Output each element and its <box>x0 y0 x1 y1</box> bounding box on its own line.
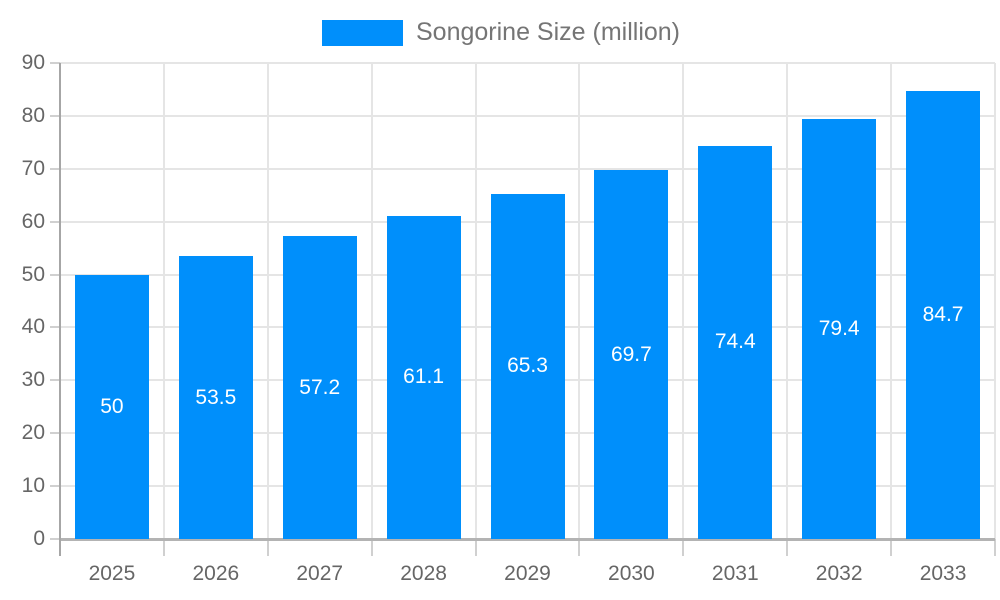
legend-label: Songorine Size (million) <box>416 18 681 46</box>
v-gridline <box>370 63 373 539</box>
bar-2029[interactable] <box>490 193 565 539</box>
h-gridline <box>60 167 995 170</box>
h-gridline <box>60 114 995 117</box>
y-axis-tick <box>50 167 60 170</box>
y-axis-tick <box>50 432 60 435</box>
legend-item[interactable]: Songorine Size (million) <box>322 18 680 47</box>
x-axis-tick <box>266 539 269 556</box>
bar-value-label: 61.1 <box>403 365 445 389</box>
y-axis-label: 60 <box>21 209 45 233</box>
x-axis-label: 2028 <box>400 562 447 585</box>
y-axis-label: 10 <box>21 474 45 498</box>
bar-value-label: 74.4 <box>714 330 756 354</box>
x-axis-label: 2026 <box>192 562 240 585</box>
v-gridline <box>578 63 581 539</box>
bar-2031[interactable] <box>698 145 773 539</box>
x-axis-tick <box>682 539 685 556</box>
y-axis-tick <box>50 379 60 382</box>
x-axis-label: 2033 <box>919 562 967 585</box>
x-axis-baseline <box>60 538 995 541</box>
y-axis-label: 70 <box>21 156 45 180</box>
y-axis-tick <box>50 485 60 488</box>
y-axis-label: 50 <box>21 262 45 286</box>
x-axis-tick <box>162 539 165 556</box>
x-axis-label: 2025 <box>88 562 136 585</box>
bar-2028[interactable] <box>386 215 461 539</box>
v-gridline <box>162 63 165 539</box>
y-axis-label: 90 <box>21 51 45 74</box>
h-gridline <box>60 62 995 64</box>
bar-value-label: 50 <box>100 394 124 418</box>
v-gridline <box>890 63 893 539</box>
bar-2027[interactable] <box>282 236 357 539</box>
v-gridline <box>266 63 269 539</box>
x-axis-label: 2030 <box>608 562 655 585</box>
y-axis-label: 40 <box>21 315 45 339</box>
x-axis-label: 2027 <box>296 562 344 585</box>
v-gridline <box>786 63 789 539</box>
x-axis-label: 2031 <box>711 562 759 585</box>
y-axis-line <box>59 63 61 556</box>
x-axis-tick <box>994 539 996 556</box>
y-axis-tick <box>50 273 60 276</box>
x-axis-tick <box>786 539 789 556</box>
bar-value-label: 53.5 <box>195 385 237 409</box>
bar-value-label: 65.3 <box>507 354 548 378</box>
bar-2032[interactable] <box>802 119 877 539</box>
bar-2033[interactable] <box>906 91 981 539</box>
y-axis-label: 30 <box>21 368 45 392</box>
x-axis-tick <box>578 539 581 556</box>
bar-value-label: 79.4 <box>818 317 860 341</box>
y-axis-label: 0 <box>33 527 45 550</box>
bar-value-label: 84.7 <box>922 303 964 326</box>
x-axis-label: 2029 <box>504 562 551 585</box>
v-gridline <box>682 63 685 539</box>
v-gridline <box>474 63 477 539</box>
legend-swatch <box>322 19 403 46</box>
y-axis-label: 80 <box>21 103 45 127</box>
bar-2026[interactable] <box>178 256 253 539</box>
x-axis-tick <box>474 539 477 556</box>
x-axis-label: 2032 <box>815 562 863 585</box>
x-axis-tick <box>370 539 373 556</box>
y-axis-tick <box>50 114 60 117</box>
y-axis-tick <box>50 326 60 329</box>
x-axis-tick <box>890 539 893 556</box>
v-gridline <box>994 63 996 539</box>
bar-value-label: 57.2 <box>299 375 341 399</box>
y-axis-label: 20 <box>21 421 45 445</box>
bar-value-label: 69.7 <box>610 342 652 366</box>
y-axis-tick <box>50 62 60 64</box>
y-axis-tick <box>50 538 60 540</box>
y-axis-tick <box>50 220 60 223</box>
bar-2030[interactable] <box>594 170 669 539</box>
bar-2025[interactable] <box>74 274 149 539</box>
